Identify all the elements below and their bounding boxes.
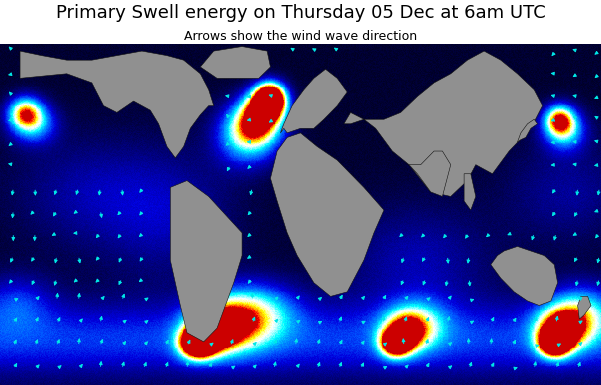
Polygon shape <box>491 246 558 306</box>
Polygon shape <box>517 119 537 142</box>
Polygon shape <box>464 174 476 210</box>
Polygon shape <box>170 181 242 342</box>
Polygon shape <box>409 151 451 196</box>
Polygon shape <box>344 51 543 196</box>
Polygon shape <box>281 69 347 133</box>
Text: Arrows show the wind wave direction: Arrows show the wind wave direction <box>184 30 417 43</box>
Polygon shape <box>20 51 214 158</box>
Polygon shape <box>578 296 591 319</box>
Polygon shape <box>270 133 384 296</box>
Text: Primary Swell energy on Thursday 05 Dec at 6am UTC: Primary Swell energy on Thursday 05 Dec … <box>56 4 545 22</box>
Polygon shape <box>200 47 270 78</box>
